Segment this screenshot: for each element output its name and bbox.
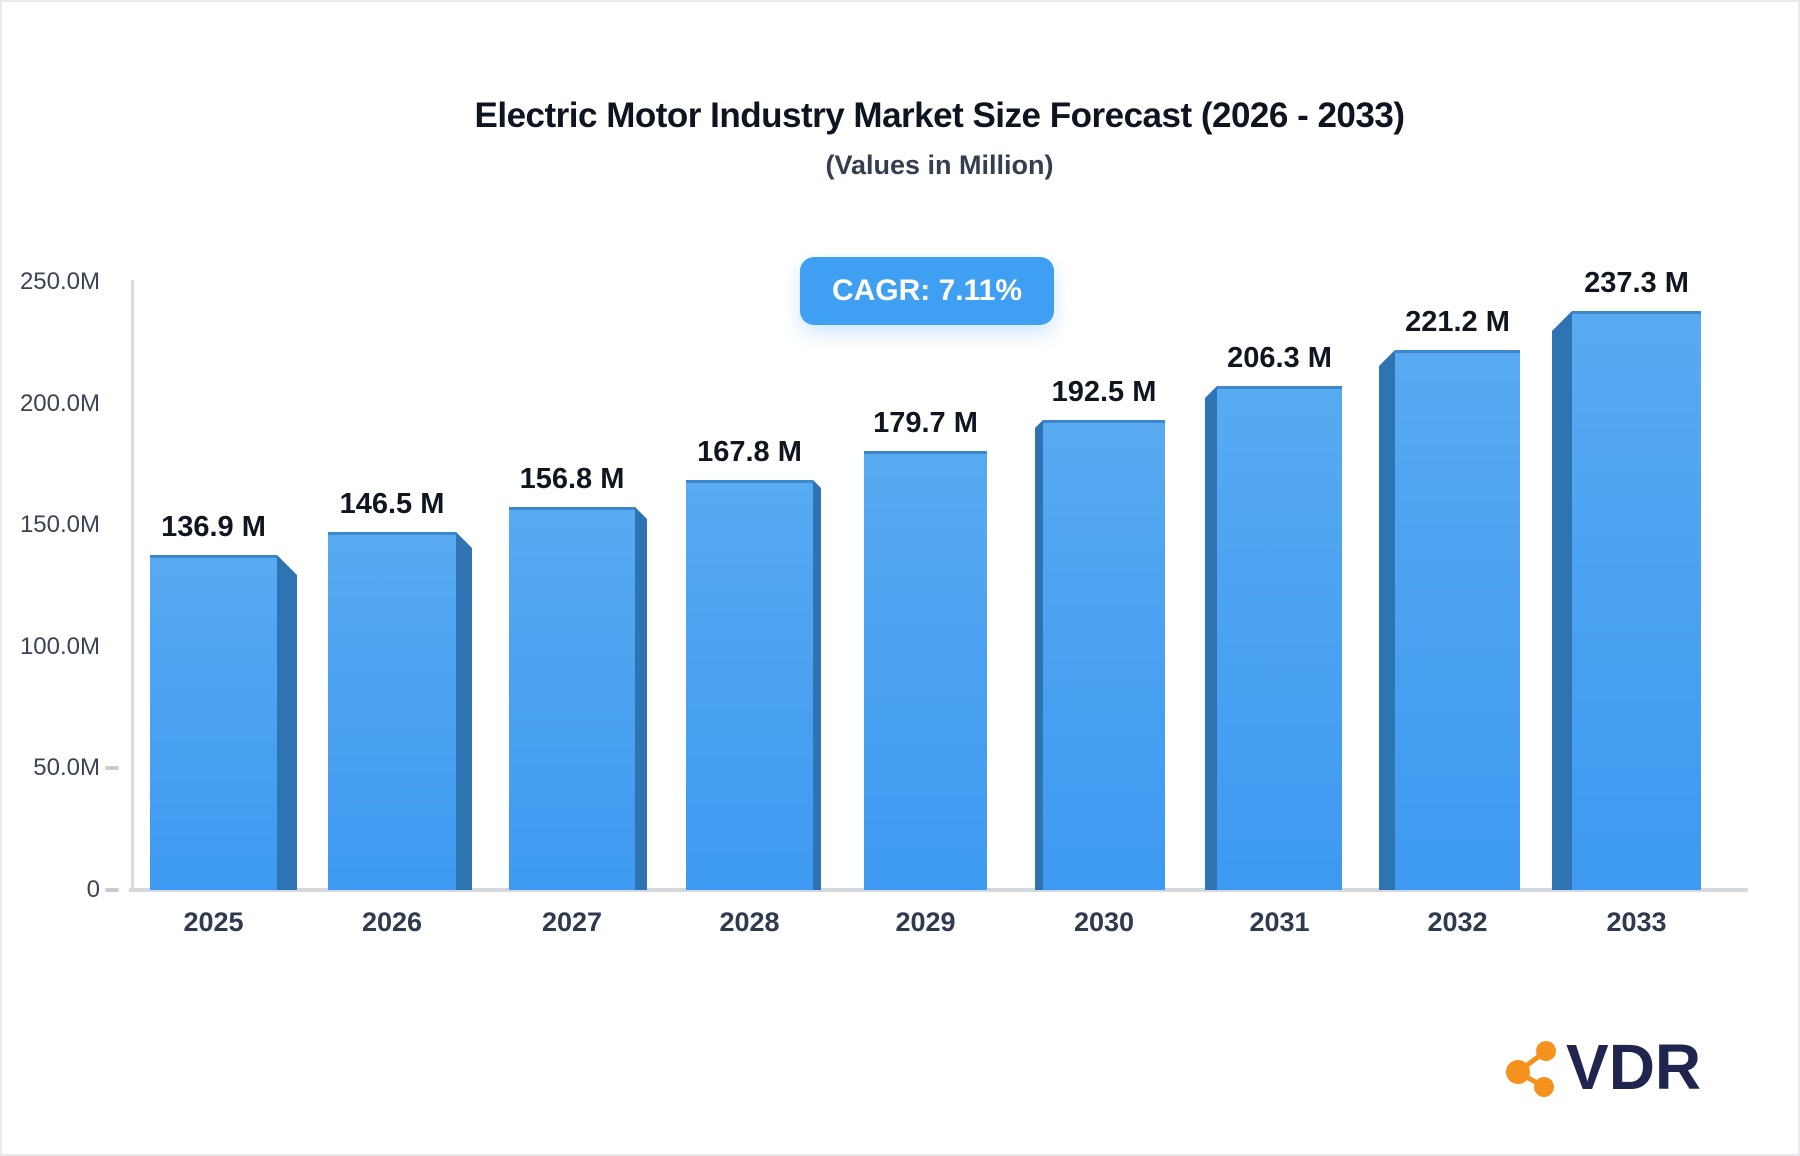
x-axis-label: 2032 [1427,907,1488,937]
bar-side-3d [1205,386,1217,890]
bar-side-3d [277,555,297,890]
bar-face [1572,311,1701,890]
x-axis-label: 2030 [1073,907,1135,937]
x-axis-label: 2033 [1606,907,1667,937]
bar-2028 [686,480,821,890]
bar-face [150,555,277,890]
y-axis-label: 200.0M [19,389,100,417]
x-axis-label: 2031 [1249,907,1310,937]
x-axis-line [129,888,1748,892]
bar-value-label: 167.8 M [697,436,802,468]
bar-2033 [1552,311,1701,890]
bar-2032 [1379,350,1520,890]
bar-value-label: 156.8 M [519,463,625,495]
bar-value-label: 206.3 M [1227,342,1332,374]
y-axis-label: 250.0M [19,268,100,295]
share-network-icon [1506,1041,1556,1097]
bar-2030 [1035,420,1165,890]
y-axis-tick [105,766,119,771]
chart-subtitle: (Values in Million) [825,150,1054,180]
y-axis-tick [105,888,119,892]
bar-face [686,480,813,890]
bar-2029 [864,451,987,890]
bar-value-label: 179.7 M [873,407,978,439]
x-axis-label: 2026 [361,907,423,937]
bar-side-3d [635,507,647,890]
chart-title: Electric Motor Industry Market Size Fore… [474,96,1405,135]
cagr-badge: CAGR: 7.11% [800,257,1054,325]
y-axis-label: 100.0M [19,632,100,660]
x-axis-label: 2028 [719,907,780,937]
bar-2025 [150,555,297,890]
x-axis-label: 2025 [183,907,244,937]
y-axis-label: 150.0M [19,511,100,539]
bar-side-3d [456,532,472,890]
bar-side-3d [1552,311,1572,890]
bar-face [1217,386,1342,890]
bar-value-label: 146.5 M [339,488,445,520]
x-axis-label: 2029 [895,907,956,937]
bar-2027 [509,507,647,890]
bar-side-3d [813,480,821,890]
bar-side-3d [1379,350,1395,890]
y-axis-label: 0 [86,876,100,903]
x-axis-label: 2027 [541,907,603,937]
bar-value-label: 221.2 M [1405,306,1510,338]
bar-value-label: 136.9 M [161,511,266,543]
bar-2031 [1205,386,1342,890]
bar-face [1043,420,1165,890]
y-axis-line [131,280,134,890]
bar-face [1395,350,1520,890]
y-axis-label: 50.0M [33,754,100,782]
brand-logo: VDR [1498,1035,1701,1099]
bar-value-label: 237.3 M [1584,267,1689,299]
bar-face [328,532,456,890]
logo-text: VDR [1566,1031,1702,1103]
bar-side-3d [1035,420,1043,890]
bar-2026 [328,532,472,890]
bar-value-label: 192.5 M [1051,376,1157,408]
bar-face [864,451,987,890]
bar-face [509,507,635,890]
cagr-badge-label: CAGR: 7.11% [831,274,1023,307]
